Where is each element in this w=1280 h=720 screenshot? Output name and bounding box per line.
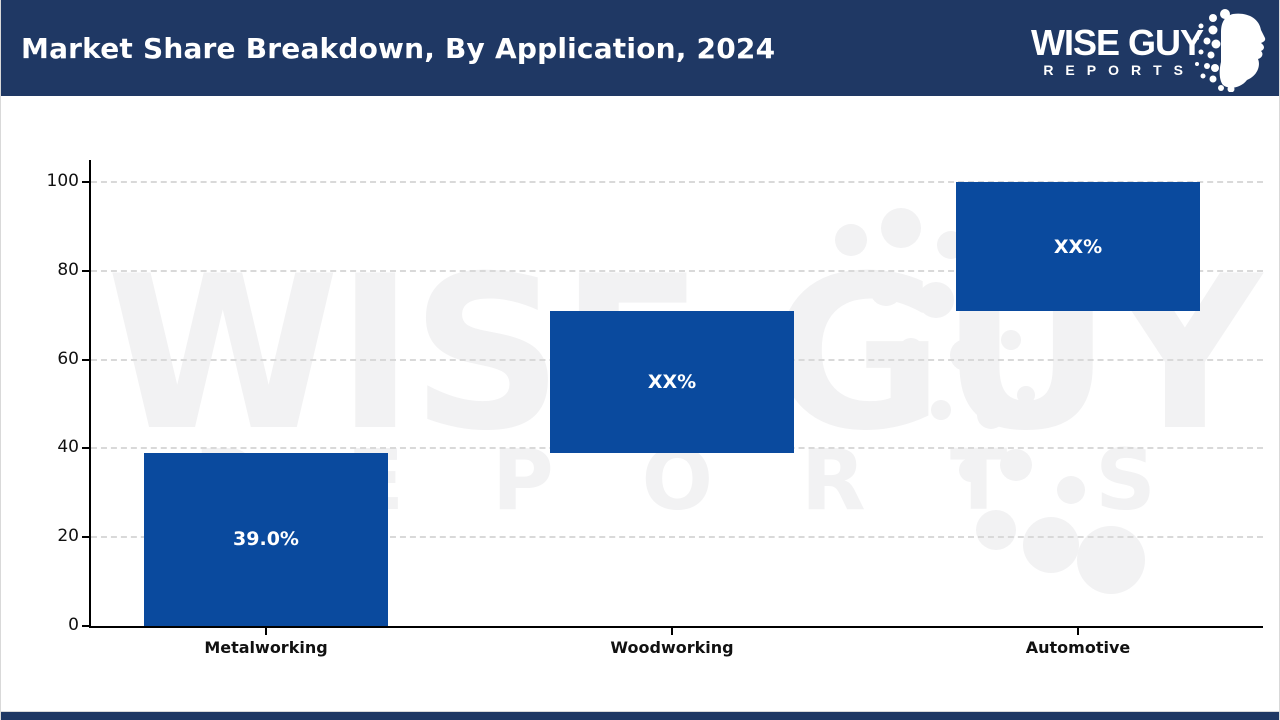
y-tick-label: 100 [46, 171, 79, 192]
bar-value-label: XX% [1053, 235, 1103, 258]
x-axis-label-metalworking: Metalworking [204, 638, 328, 657]
x-tick-mark-2 [671, 628, 673, 635]
header-bar: Market Share Breakdown, By Application, … [1, 0, 1279, 96]
x-axis-label-automotive: Automotive [1025, 638, 1131, 657]
x-tick-mark-3 [1077, 628, 1079, 635]
gridline-80 [91, 269, 1263, 272]
y-tick-label: 60 [57, 348, 79, 369]
y-tick-label: 40 [57, 437, 79, 458]
y-tick-label: 80 [57, 259, 79, 280]
bar-woodworking: XX% [550, 310, 794, 453]
y-tick-mark-0 [82, 625, 89, 627]
footer-hairline [1, 711, 1279, 712]
y-tick-mark-100 [82, 181, 89, 184]
y-tick-mark-40 [82, 447, 89, 450]
y-tick-label: 20 [57, 526, 79, 547]
chart-title: Market Share Breakdown, By Application, … [21, 31, 776, 65]
y-tick-mark-80 [82, 269, 89, 272]
dotted-head-icon [1195, 9, 1266, 92]
logo-wordmark: WISE GUY [1030, 22, 1204, 63]
wise-guy-reports-logo: WISE GUY REPORTS [1013, 4, 1273, 92]
y-axis-line [89, 160, 91, 628]
x-tick-mark-1 [265, 628, 267, 635]
bar-metalworking: 39.0% [144, 452, 388, 626]
y-tick-mark-20 [82, 536, 89, 539]
y-tick-mark-60 [82, 358, 89, 361]
logo-subtitle: REPORTS [1043, 62, 1195, 78]
gridline-100 [91, 181, 1263, 184]
x-axis-label-woodworking: Woodworking [610, 638, 734, 657]
y-tick-label: 0 [68, 615, 79, 635]
watermark-head-dots [821, 208, 1145, 594]
footer-bar [1, 712, 1279, 720]
bar-value-label: XX% [647, 370, 697, 393]
bar-automotive: XX% [956, 182, 1200, 311]
gridline-20 [91, 536, 1263, 539]
bar-value-label: 39.0% [233, 528, 299, 551]
x-axis-line [89, 626, 1263, 628]
